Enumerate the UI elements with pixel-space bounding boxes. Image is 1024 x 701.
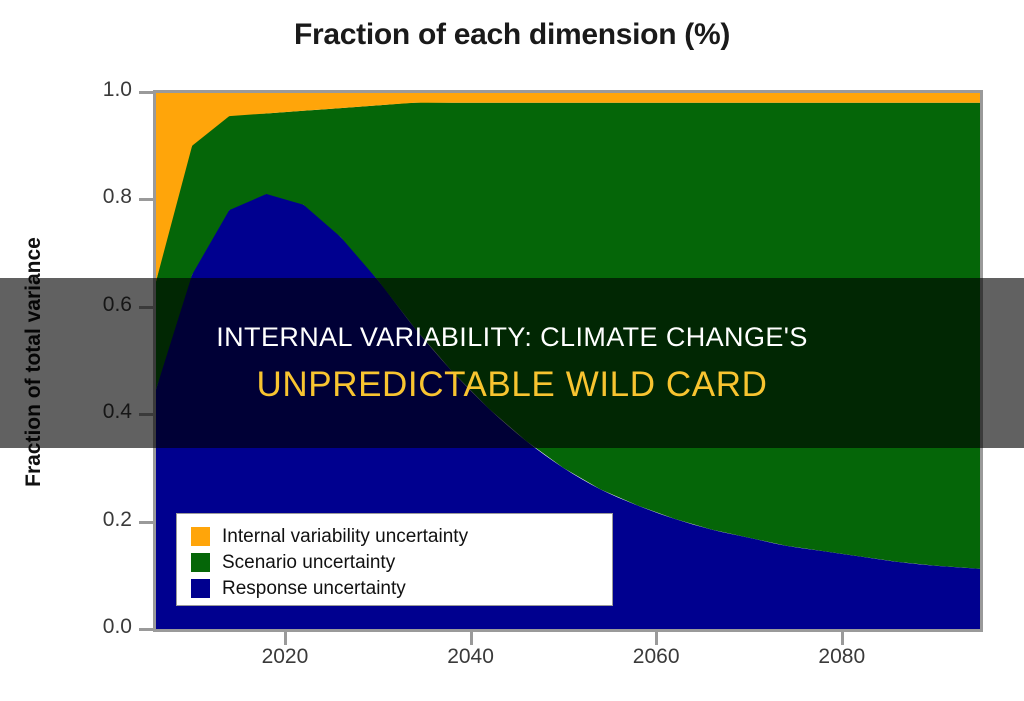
- y-tick-mark: [139, 198, 153, 202]
- x-tick-mark: [840, 632, 844, 645]
- legend-item-label: Response uncertainty: [222, 578, 406, 599]
- x-tick-mark: [469, 632, 473, 645]
- x-tick-label: 2080: [818, 645, 866, 668]
- overlay-headline-top: INTERNAL VARIABILITY: CLIMATE CHANGE'S: [216, 321, 808, 352]
- chart-legend: Internal variability uncertainty Scenario…: [176, 513, 613, 606]
- y-tick-label: 0.2: [102, 507, 132, 531]
- x-tick-label: 2020: [261, 645, 309, 668]
- legend-item: Internal variability uncertainty: [191, 524, 612, 549]
- x-tick-mark: [655, 632, 659, 645]
- y-tick-mark: [139, 628, 153, 631]
- y-tick-label: 1.0: [102, 78, 132, 101]
- y-tick-mark: [139, 520, 153, 524]
- y-tick-label: 0.0: [102, 615, 132, 638]
- legend-item: Response uncertainty: [191, 576, 612, 601]
- overlay-caption: INTERNAL VARIABILITY: CLIMATE CHANGE'S U…: [0, 278, 1024, 448]
- legend-item-label: Internal variability uncertainty: [222, 526, 469, 547]
- area-series-internal-variability-uncertainty: [155, 92, 981, 286]
- x-tick-label: 2060: [632, 645, 680, 668]
- y-tick-mark: [139, 91, 153, 94]
- x-tick-label: 2040: [447, 645, 494, 668]
- overlay-dim-band: [0, 278, 1024, 448]
- overlay-headline-bottom: UNPREDICTABLE WILD CARD: [256, 364, 768, 404]
- legend-item: Scenario uncertainty: [191, 550, 612, 575]
- legend-swatch-icon: [191, 579, 210, 598]
- axis-spine-top: [153, 90, 983, 93]
- axis-spine-bottom: [153, 629, 983, 632]
- legend-swatch-icon: [191, 527, 210, 546]
- legend-item-label: Scenario uncertainty: [222, 552, 396, 573]
- x-tick-mark: [283, 632, 287, 645]
- legend-swatch-icon: [191, 553, 210, 572]
- chart-title: Fraction of each dimension (%): [293, 18, 731, 51]
- y-tick-label: 0.8: [102, 185, 132, 209]
